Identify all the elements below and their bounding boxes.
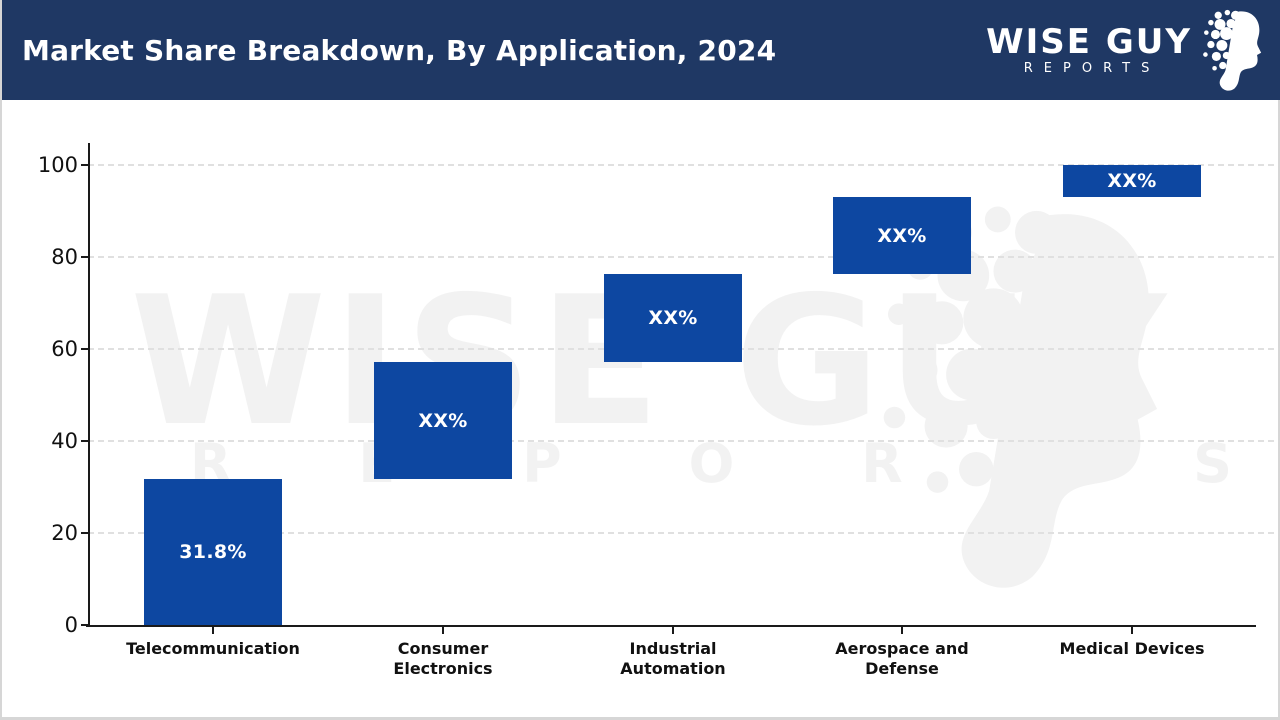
bar-medical-devices: XX% <box>1063 165 1201 198</box>
bar-value-label: 31.8% <box>179 540 247 563</box>
y-axis-tick-mark <box>81 256 88 258</box>
y-axis-tick-label: 80 <box>51 245 78 269</box>
x-axis-tick-mark <box>901 627 903 634</box>
y-axis-tick-mark <box>81 532 88 534</box>
gridline-100 <box>88 164 1274 166</box>
y-axis-tick-label: 40 <box>51 429 78 453</box>
x-axis-tick-mark <box>442 627 444 634</box>
category-label: Telecommunication <box>126 639 300 658</box>
y-axis-tick-mark <box>81 348 88 350</box>
category-label: Aerospace and Defense <box>835 639 969 678</box>
bar-aerospace-and-defense: XX% <box>833 197 971 274</box>
x-axis-tick-mark <box>1131 627 1133 634</box>
y-axis-tick-label: 20 <box>51 521 78 545</box>
category-label: Industrial Automation <box>620 639 726 678</box>
y-axis-tick-mark <box>81 440 88 442</box>
gridline-20 <box>88 532 1274 534</box>
page-title: Market Share Breakdown, By Application, … <box>22 33 777 67</box>
y-axis-tick-label: 60 <box>51 337 78 361</box>
bar-value-label: XX% <box>648 307 698 330</box>
market-share-chart: 0 20 40 60 80 100 31.8% Telecommunication XX% Con… <box>2 100 1280 712</box>
wiseguy-logo-line1: WISE GUY <box>986 21 1192 62</box>
bar-value-label: XX% <box>418 409 468 432</box>
header-band: Market Share Breakdown, By Application, … <box>2 0 1280 100</box>
wiseguy-logo: WISE GUY REPORTS <box>986 8 1264 92</box>
category-label: Medical Devices <box>1059 639 1205 658</box>
bar-value-label: XX% <box>1107 170 1157 193</box>
wiseguy-logo-line2: REPORTS <box>1023 60 1161 76</box>
bar-telecommunication: 31.8% <box>144 478 282 625</box>
y-axis-tick-mark <box>81 164 88 166</box>
gridline-80 <box>88 256 1274 258</box>
y-axis-tick-label: 0 <box>64 613 78 637</box>
category-label: Consumer Electronics <box>393 639 493 678</box>
wiseguy-logo-head-icon <box>1203 9 1262 91</box>
x-axis-tick-mark <box>212 627 214 634</box>
bar-value-label: XX% <box>877 224 927 247</box>
gridline-40 <box>88 440 1274 442</box>
x-axis-tick-mark <box>672 627 674 634</box>
wiseguy-logo-text: WISE GUY REPORTS <box>986 25 1192 76</box>
y-axis-tick-mark <box>81 624 88 626</box>
bar-consumer-electronics: XX% <box>374 362 512 479</box>
x-axis-line <box>86 625 1256 627</box>
bar-industrial-automation: XX% <box>604 274 742 363</box>
y-axis-line <box>88 143 90 627</box>
y-axis-tick-label: 100 <box>37 153 78 177</box>
